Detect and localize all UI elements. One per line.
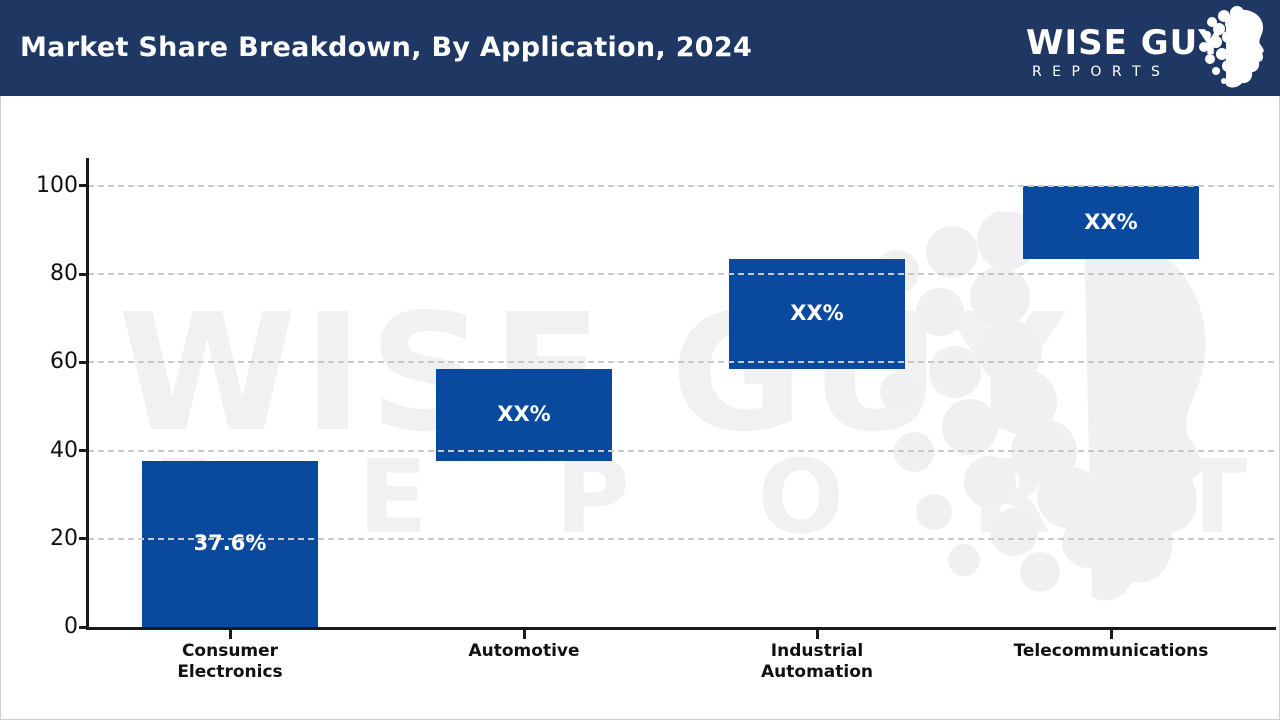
x-axis-category-label: Telecommunications bbox=[971, 641, 1251, 662]
x-axis-category-label: Automotive bbox=[384, 641, 664, 662]
x-axis-category-label: Consumer Electronics bbox=[90, 641, 370, 683]
x-axis-category-line: Automation bbox=[761, 662, 873, 682]
bar-consumer-electronics bbox=[142, 461, 318, 627]
x-axis-category-line: Electronics bbox=[177, 662, 283, 682]
x-axis-tick-mark bbox=[815, 630, 819, 639]
x-axis-category-label: Industrial Automation bbox=[677, 641, 957, 683]
x-axis-category-line: Industrial bbox=[770, 641, 864, 661]
watermark-face-icon bbox=[868, 212, 1206, 601]
x-axis-line bbox=[86, 627, 1276, 630]
bar-industrial-automation bbox=[729, 259, 905, 370]
y-axis-tick-mark bbox=[79, 537, 88, 541]
y-axis-tick-label: 40 bbox=[50, 437, 78, 463]
y-axis-tick-mark bbox=[79, 449, 88, 453]
y-axis-tick-label: 100 bbox=[36, 172, 78, 198]
y-axis-tick-mark bbox=[79, 184, 88, 188]
y-axis-tick-label: 20 bbox=[50, 525, 78, 551]
x-axis-tick-mark bbox=[228, 630, 232, 639]
x-axis-category-line: Automotive bbox=[468, 641, 580, 661]
y-axis-line bbox=[86, 158, 89, 630]
logo-face-icon bbox=[1199, 6, 1264, 88]
wise-guy-logo: WISE GUY R E P O R T S bbox=[1026, 6, 1264, 88]
page-title: Market Share Breakdown, By Application, … bbox=[20, 32, 753, 63]
x-axis-tick-mark bbox=[522, 630, 526, 639]
gridline-y100 bbox=[88, 184, 1274, 187]
bar-value-label: XX% bbox=[1084, 209, 1138, 234]
bar-telecommunications bbox=[1023, 185, 1199, 260]
bar-value-label: 37.6% bbox=[193, 531, 267, 556]
bar-automotive bbox=[436, 369, 612, 462]
gridline-y40 bbox=[88, 449, 1274, 452]
gridline-y20 bbox=[88, 537, 1274, 540]
bar-value-label: XX% bbox=[497, 402, 551, 427]
y-axis-tick-mark bbox=[79, 625, 88, 629]
x-axis-category-line: Telecommunications bbox=[1013, 641, 1209, 661]
y-axis-tick-mark bbox=[79, 272, 88, 276]
y-axis-tick-label: 0 bbox=[64, 614, 78, 639]
x-axis-tick-mark bbox=[1109, 630, 1113, 639]
y-axis-tick-label: 60 bbox=[50, 349, 78, 375]
x-axis-category-line: Consumer bbox=[181, 641, 279, 661]
y-axis-tick-label: 80 bbox=[50, 261, 78, 287]
bar-value-label: XX% bbox=[790, 301, 844, 326]
gridline-y80 bbox=[88, 273, 1274, 276]
gridline-y60 bbox=[88, 361, 1274, 364]
logo-subtext: R E P O R T S bbox=[1032, 64, 1163, 80]
header-bar: Market Share Breakdown, By Application, … bbox=[0, 0, 1280, 96]
y-axis-tick-mark bbox=[79, 360, 88, 364]
logo-wordmark: WISE GUY bbox=[1026, 23, 1224, 63]
